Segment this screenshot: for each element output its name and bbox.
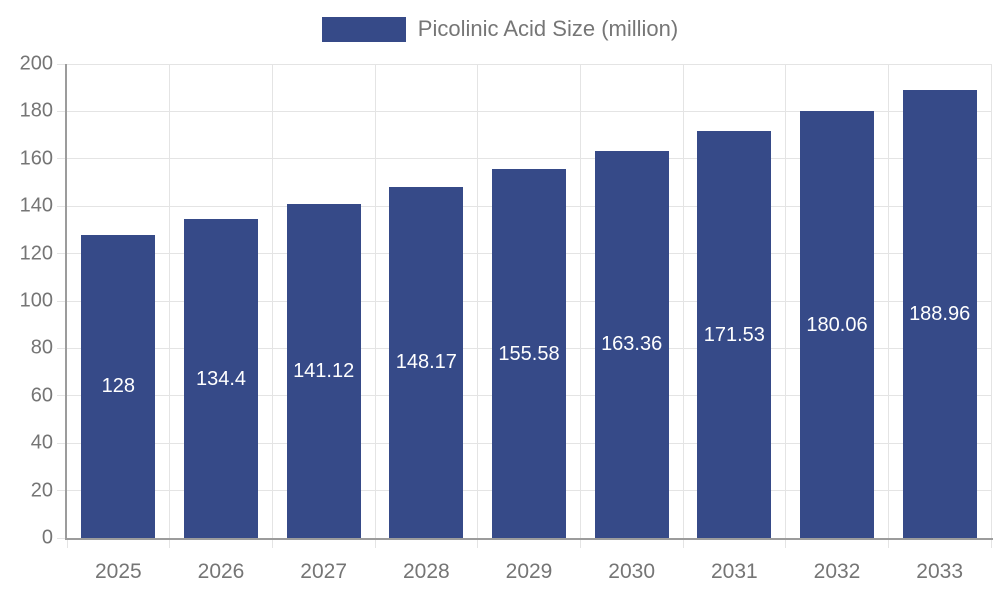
x-tick-mark (169, 540, 171, 548)
y-tick-label: 120 (19, 242, 53, 265)
bar: 171.53 (697, 131, 772, 538)
x-grid-line (990, 64, 992, 538)
x-tick-label: 2032 (813, 560, 861, 583)
bar: 148.17 (389, 186, 464, 538)
y-grid-line (67, 158, 991, 160)
x-tick-label: 2026 (197, 560, 245, 583)
y-tick-label: 20 (30, 479, 53, 502)
y-tick-label: 80 (30, 336, 53, 359)
x-grid-line (887, 64, 889, 538)
x-grid-line (579, 64, 581, 538)
bar-value-label: 180.06 (806, 313, 868, 336)
bar: 180.06 (800, 111, 874, 538)
x-tick-mark (374, 540, 376, 548)
x-tick-label: 2031 (710, 560, 758, 583)
y-tick-mark (57, 110, 65, 112)
y-tick-label: 160 (19, 147, 53, 170)
x-axis-line (65, 538, 993, 540)
x-tick-mark (682, 540, 684, 548)
x-grid-line (271, 64, 273, 538)
y-tick-mark (57, 253, 65, 255)
bar: 128 (81, 234, 156, 538)
bar-value-label: 141.12 (293, 359, 355, 382)
bar: 141.12 (286, 203, 361, 538)
y-tick-label: 40 (30, 431, 53, 454)
y-tick-mark (57, 537, 65, 539)
y-grid-line (67, 63, 991, 65)
bar: 163.36 (594, 150, 669, 538)
x-tick-mark (579, 540, 581, 548)
x-tick-mark (887, 540, 889, 548)
bar-value-label: 163.36 (601, 333, 663, 356)
x-tick-mark (66, 540, 68, 548)
x-tick-label: 2030 (608, 560, 656, 583)
bar-value-label: 148.17 (395, 351, 457, 374)
x-tick-mark (785, 540, 787, 548)
y-tick-label: 140 (19, 194, 53, 217)
legend-label: Picolinic Acid Size (million) (417, 16, 679, 41)
y-tick-mark (57, 490, 65, 492)
bar-value-label: 134.4 (195, 367, 247, 390)
y-tick-mark (57, 158, 65, 160)
x-grid-line (374, 64, 376, 538)
bar-value-label: 128 (101, 375, 136, 398)
y-tick-mark (57, 300, 65, 302)
y-tick-mark (57, 395, 65, 397)
y-tick-mark (57, 63, 65, 65)
x-grid-line (785, 64, 787, 538)
y-axis-line (65, 64, 67, 538)
y-tick-label: 100 (19, 289, 53, 312)
x-tick-mark (477, 540, 479, 548)
bar-value-label: 188.96 (909, 303, 971, 326)
x-tick-label: 2027 (300, 560, 348, 583)
bar-value-label: 155.58 (498, 342, 560, 365)
x-tick-label: 2033 (916, 560, 964, 583)
x-tick-label: 2029 (505, 560, 553, 583)
y-tick-label: 0 (41, 526, 53, 549)
y-tick-mark (57, 347, 65, 349)
x-tick-mark (271, 540, 273, 548)
bar: 134.4 (184, 219, 258, 538)
y-tick-mark (57, 442, 65, 444)
x-grid-line (169, 64, 171, 538)
x-tick-label: 2028 (402, 560, 450, 583)
y-tick-label: 180 (19, 99, 53, 122)
x-grid-line (682, 64, 684, 538)
x-tick-mark (990, 540, 992, 548)
bar: 188.96 (902, 90, 977, 538)
bar-value-label: 171.53 (703, 323, 765, 346)
y-grid-line (67, 110, 991, 112)
legend-swatch-icon (321, 16, 406, 42)
y-tick-mark (57, 205, 65, 207)
x-tick-label: 2025 (94, 560, 142, 583)
y-tick-label: 200 (19, 52, 53, 75)
plot-area: 0 20 40 60 80 100 120 140 160 180 200 128 2025 134.4 2… (20, 53, 993, 583)
legend[interactable]: Picolinic Acid Size (million) (0, 16, 1000, 42)
bar: 155.58 (492, 169, 566, 538)
x-grid-line (477, 64, 479, 538)
y-tick-label: 60 (30, 384, 53, 407)
